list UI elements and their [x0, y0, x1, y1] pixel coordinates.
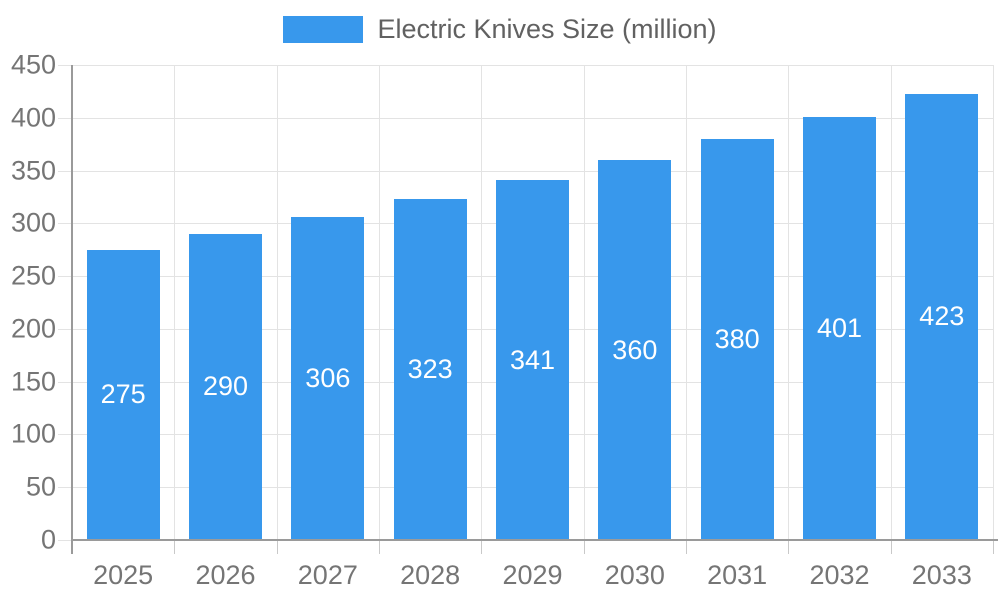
- y-tick: [58, 328, 72, 330]
- x-tick: [890, 540, 892, 554]
- y-tick-label: 300: [10, 207, 56, 238]
- bar[interactable]: 323: [393, 199, 467, 540]
- x-gridline: [174, 65, 176, 540]
- x-gridline: [379, 65, 380, 540]
- x-gridline: [583, 65, 585, 540]
- y-tick-label: 200: [10, 313, 56, 344]
- bar-value-label: 306: [305, 363, 351, 393]
- bar[interactable]: 290: [189, 233, 262, 540]
- bar-value-label: 290: [202, 371, 249, 402]
- bar[interactable]: 341: [496, 180, 569, 540]
- y-tick: [58, 434, 72, 436]
- x-tick-label: 2031: [707, 560, 768, 590]
- x-tick-label: 2033: [911, 560, 972, 590]
- legend-label: Electric Knives Size (million): [377, 14, 717, 44]
- bar[interactable]: 423: [905, 93, 979, 540]
- y-tick-label: 400: [10, 102, 56, 133]
- bar-value-label: 401: [816, 312, 863, 343]
- y-tick-label: 250: [10, 260, 56, 291]
- y-tick-label: 350: [10, 155, 56, 186]
- y-tick-label: 50: [25, 471, 56, 502]
- x-tick: [379, 540, 380, 554]
- bar[interactable]: 306: [291, 217, 365, 540]
- y-tick-label: 100: [10, 418, 56, 449]
- x-gridline: [890, 65, 892, 540]
- y-tick: [58, 170, 72, 172]
- bar[interactable]: 380: [700, 138, 774, 540]
- x-gridline: [276, 65, 278, 540]
- x-tick-label: 2027: [297, 560, 358, 590]
- y-gridline: [72, 65, 993, 66]
- x-gridline: [481, 65, 483, 540]
- y-axis-line: [71, 65, 73, 554]
- x-tick-label: 2026: [195, 560, 256, 590]
- y-tick: [58, 487, 72, 489]
- y-tick: [58, 117, 72, 119]
- bar-value-label: 323: [407, 354, 453, 385]
- x-axis-line: [72, 539, 998, 541]
- x-gridline: [993, 65, 994, 540]
- bar-value-label: 423: [919, 301, 965, 332]
- x-tick: [174, 540, 176, 554]
- y-gridline: [72, 170, 993, 172]
- x-gridline: [788, 65, 790, 540]
- y-tick: [58, 223, 72, 225]
- legend[interactable]: Electric Knives Size (million): [0, 16, 1000, 43]
- bar[interactable]: 275: [86, 249, 160, 540]
- x-tick-label: 2025: [93, 560, 154, 590]
- bar-value-label: 360: [612, 334, 658, 365]
- x-tick: [686, 540, 687, 554]
- y-tick-label: 150: [10, 366, 56, 397]
- y-tick: [58, 381, 72, 383]
- plot-area: 275 290 306 323 341 360 380 401 423: [72, 65, 993, 540]
- bar-value-label: 341: [509, 344, 556, 375]
- y-tick: [58, 65, 72, 66]
- y-tick: [58, 276, 72, 278]
- bar[interactable]: 401: [803, 116, 876, 540]
- bar-value-label: 380: [714, 323, 760, 354]
- y-gridline: [72, 117, 993, 119]
- x-tick-label: 2032: [809, 560, 870, 590]
- y-tick: [58, 540, 72, 541]
- x-tick: [993, 540, 994, 554]
- x-tick-label: 2029: [502, 560, 563, 590]
- x-gridline: [686, 65, 687, 540]
- y-tick-label: 0: [40, 524, 56, 555]
- bar-value-label: 275: [100, 379, 146, 410]
- x-tick: [788, 540, 790, 554]
- y-tick-label: 450: [10, 49, 56, 80]
- bar[interactable]: 360: [598, 160, 672, 540]
- x-tick-label: 2030: [604, 560, 665, 590]
- x-tick-label: 2028: [400, 560, 461, 590]
- legend-swatch: [283, 16, 364, 43]
- x-tick: [276, 540, 278, 554]
- x-tick: [481, 540, 483, 554]
- x-tick: [583, 540, 585, 554]
